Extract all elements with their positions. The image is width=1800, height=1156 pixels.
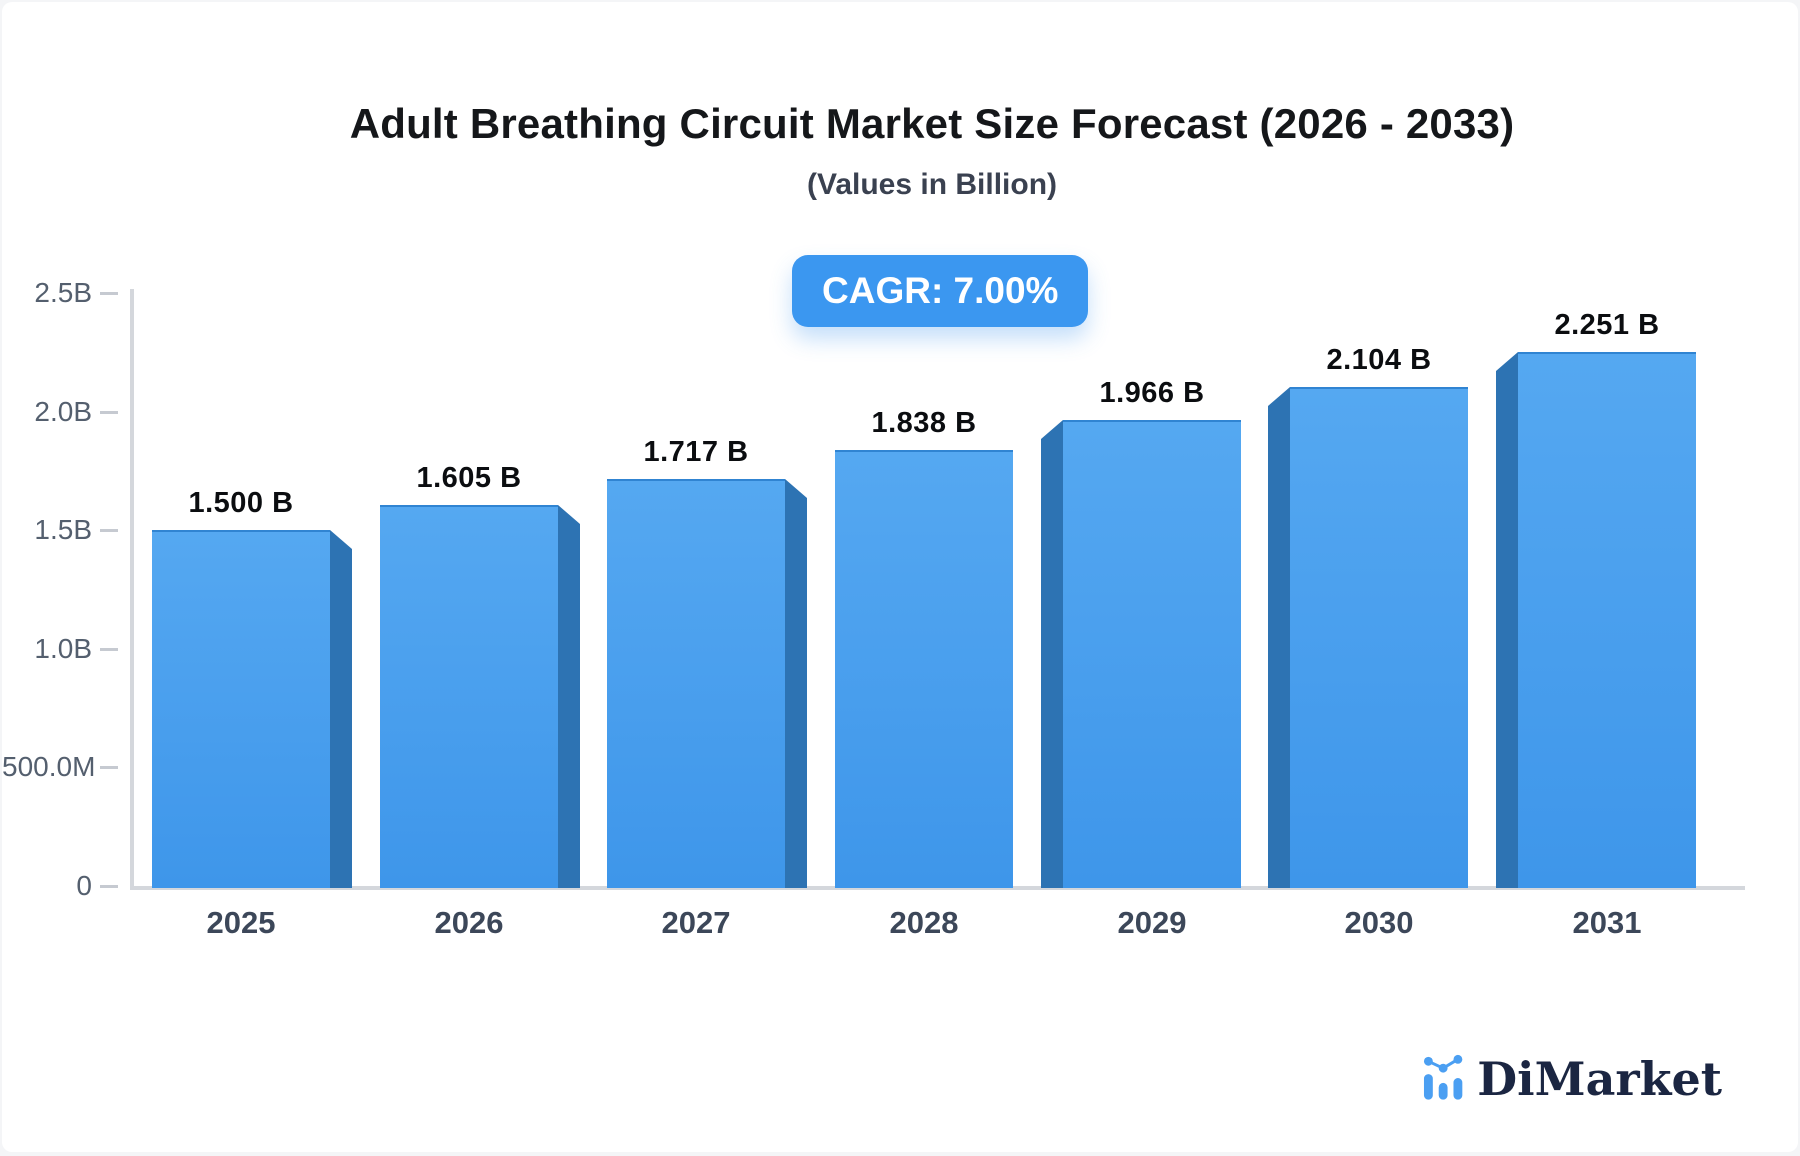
y-tick-mark	[100, 411, 118, 414]
y-axis-label: 1.0B	[34, 633, 92, 664]
y-tick-mark	[100, 529, 118, 532]
bar-2027[interactable]	[607, 479, 785, 888]
x-axis-label-2030: 2030	[1344, 905, 1414, 940]
bar-side-2026	[558, 505, 580, 888]
bar-value-label-2029: 1.966 B	[1099, 377, 1205, 409]
y-axis-line	[130, 289, 134, 890]
bar-2029[interactable]	[1063, 420, 1241, 888]
bar-2025[interactable]	[152, 530, 330, 888]
y-axis-label: 1.5B	[34, 514, 92, 545]
y-axis-label: 500.0M	[2, 751, 96, 782]
bar-side-2031	[1496, 352, 1518, 888]
x-axis-label-2028: 2028	[889, 905, 959, 940]
bar-2031[interactable]	[1518, 352, 1696, 888]
bar-2028[interactable]	[835, 450, 1013, 888]
bar-2026[interactable]	[380, 505, 558, 888]
chart-subtitle: (Values in Billion)	[806, 168, 1058, 201]
bar-side-2027	[785, 479, 807, 888]
y-tick-mark	[100, 648, 118, 651]
bar-value-label-2031: 2.251 B	[1554, 309, 1660, 341]
x-axis-line	[130, 886, 1745, 890]
dimarket-logo: DiMarket	[1422, 1044, 1722, 1104]
x-axis-label-2029: 2029	[1117, 905, 1187, 940]
y-axis-label: 0	[76, 870, 92, 901]
bar-value-label-2026: 1.605 B	[416, 462, 522, 494]
x-axis-label-2027: 2027	[661, 905, 731, 940]
bar-value-label-2028: 1.838 B	[871, 407, 977, 439]
y-tick-mark	[100, 885, 118, 888]
bar-side-2025	[330, 530, 352, 888]
bar-2030[interactable]	[1290, 387, 1468, 888]
y-tick-mark	[100, 766, 118, 769]
y-tick-mark	[100, 292, 118, 295]
mini-bar-chart-icon	[1423, 1054, 1463, 1100]
cagr-badge: CAGR: 7.00%	[792, 255, 1089, 327]
bar-side-2030	[1268, 387, 1290, 888]
bar-value-label-2030: 2.104 B	[1326, 344, 1432, 376]
y-axis-label: 2.5B	[34, 277, 92, 308]
bar-value-label-2025: 1.500 B	[188, 487, 294, 519]
y-axis-label: 2.0B	[34, 396, 92, 427]
bar-value-label-2027: 1.717 B	[643, 436, 749, 468]
x-axis-label-2026: 2026	[434, 905, 504, 940]
x-axis-label-2031: 2031	[1572, 905, 1642, 940]
logo-text: DiMarket	[1477, 1052, 1722, 1106]
bar-side-2029	[1041, 420, 1063, 888]
chart-title: Adult Breathing Circuit Market Size Fore…	[349, 100, 1515, 147]
x-axis-label-2025: 2025	[206, 905, 276, 940]
